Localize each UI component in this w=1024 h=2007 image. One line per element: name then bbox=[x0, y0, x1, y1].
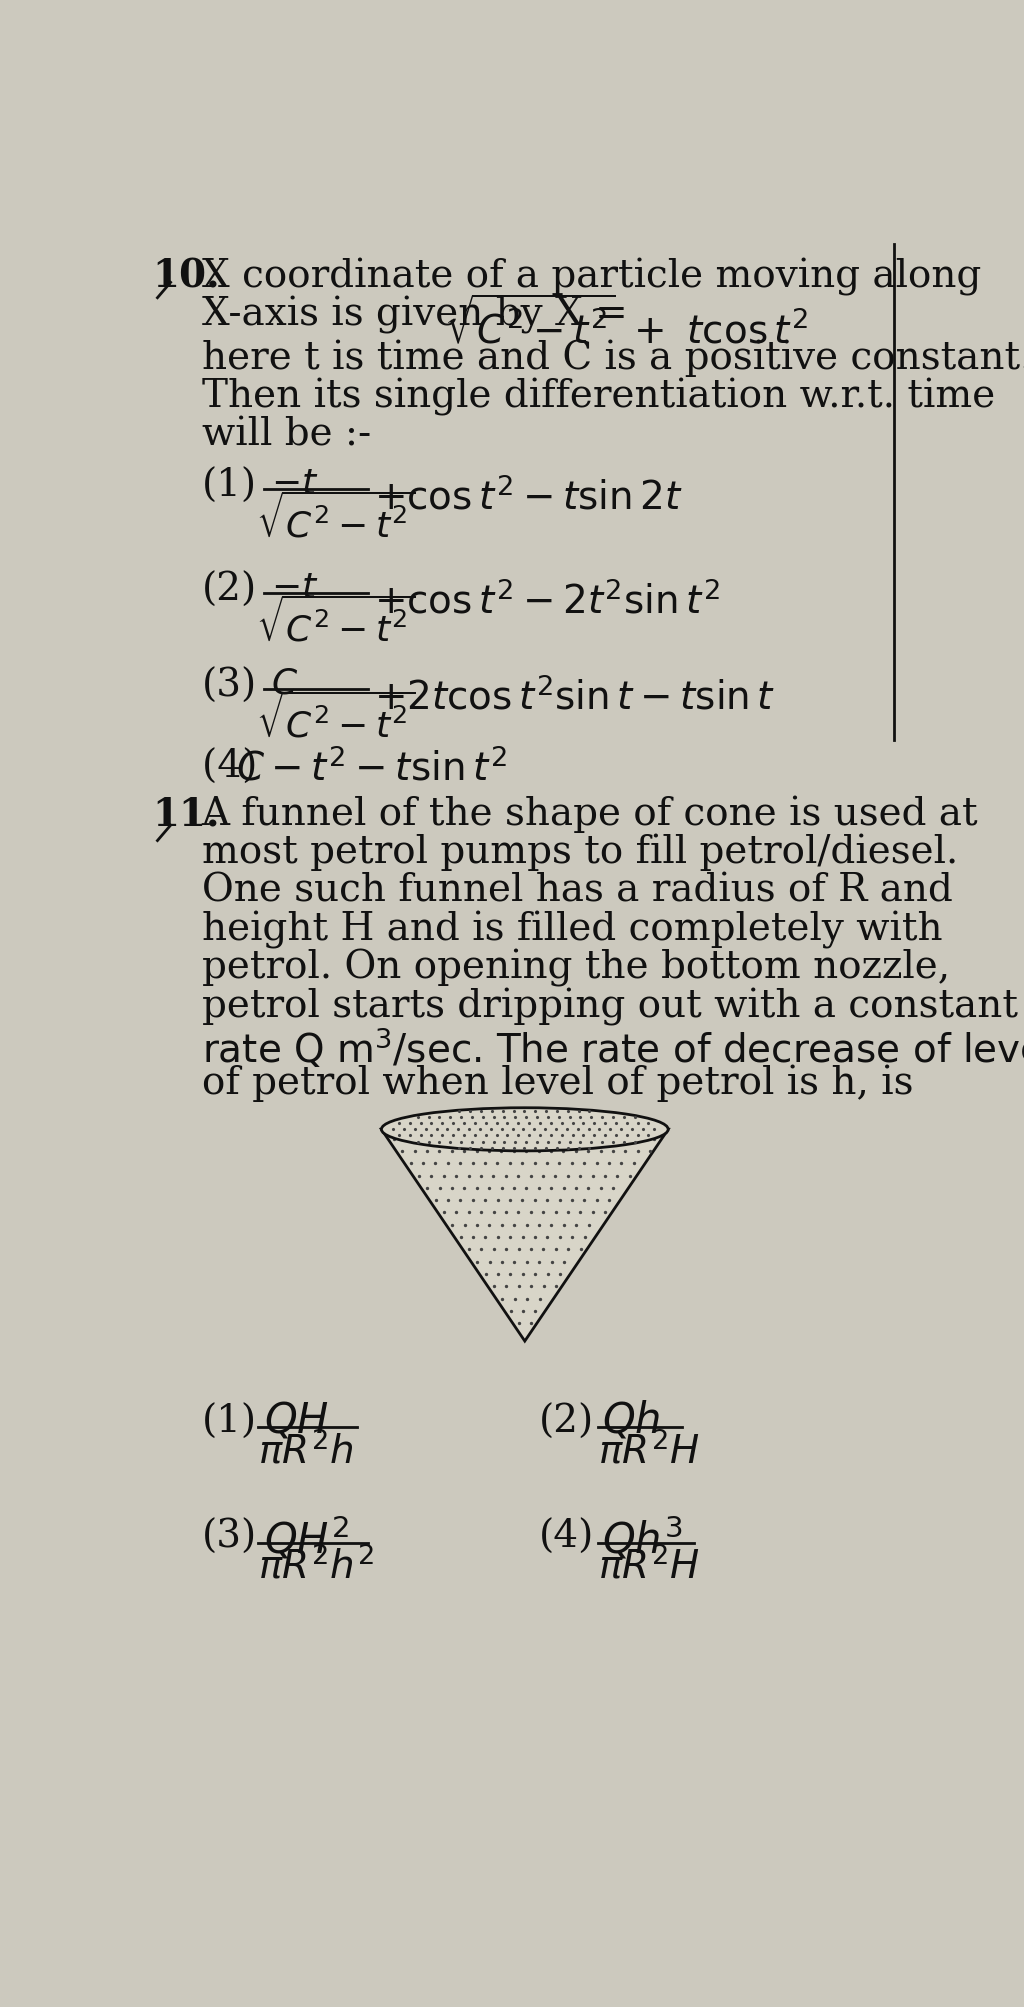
Text: $\pi R^2h^2$: $\pi R^2h^2$ bbox=[258, 1545, 374, 1586]
Text: 11.: 11. bbox=[153, 795, 220, 833]
Text: (3): (3) bbox=[202, 668, 257, 704]
Text: $+2t\cos t^2\sin t-t\sin t$: $+2t\cos t^2\sin t-t\sin t$ bbox=[375, 676, 775, 716]
Text: most petrol pumps to fill petrol/diesel.: most petrol pumps to fill petrol/diesel. bbox=[202, 833, 957, 871]
Text: $C - t^2 - t\sin t^2$: $C - t^2 - t\sin t^2$ bbox=[237, 749, 507, 789]
Text: (4): (4) bbox=[539, 1519, 594, 1555]
Text: $-t$: $-t$ bbox=[271, 570, 318, 604]
Text: $C$: $C$ bbox=[271, 666, 298, 700]
Text: $+\cos t^2-t\sin 2t$: $+\cos t^2-t\sin 2t$ bbox=[375, 478, 683, 516]
Text: $\pi R^2H$: $\pi R^2H$ bbox=[598, 1431, 699, 1471]
Text: Then its single differentiation w.r.t. time: Then its single differentiation w.r.t. t… bbox=[202, 377, 995, 415]
Text: $\sqrt{C^2-t^2}$: $\sqrt{C^2-t^2}$ bbox=[256, 692, 415, 745]
Text: $\pi R^2H$: $\pi R^2H$ bbox=[598, 1545, 699, 1586]
Text: $\sqrt{C^2-t^2}$: $\sqrt{C^2-t^2}$ bbox=[256, 492, 415, 544]
Text: of petrol when level of petrol is h, is: of petrol when level of petrol is h, is bbox=[202, 1064, 913, 1102]
Text: 10.: 10. bbox=[153, 257, 220, 295]
Text: (2): (2) bbox=[539, 1403, 594, 1439]
Text: $+\cos t^2-2t^2\sin t^2$: $+\cos t^2-2t^2\sin t^2$ bbox=[375, 580, 720, 620]
Text: height H and is filled completely with: height H and is filled completely with bbox=[202, 911, 942, 949]
Ellipse shape bbox=[381, 1108, 669, 1152]
Text: $\pi R^2h$: $\pi R^2h$ bbox=[258, 1431, 354, 1471]
Text: $\sqrt{C^2-t^2}$: $\sqrt{C^2-t^2}$ bbox=[256, 596, 415, 648]
Text: will be :-: will be :- bbox=[202, 415, 371, 454]
Text: (1): (1) bbox=[202, 1403, 257, 1439]
Text: X coordinate of a particle moving along: X coordinate of a particle moving along bbox=[202, 257, 981, 295]
Text: petrol starts dripping out with a constant: petrol starts dripping out with a consta… bbox=[202, 987, 1018, 1026]
Text: $Qh^3$: $Qh^3$ bbox=[602, 1515, 683, 1561]
Text: $-t$: $-t$ bbox=[271, 466, 318, 500]
Text: (3): (3) bbox=[202, 1519, 257, 1555]
Text: (1): (1) bbox=[202, 468, 257, 506]
Text: One such funnel has a radius of R and: One such funnel has a radius of R and bbox=[202, 871, 952, 909]
Text: $Qh$: $Qh$ bbox=[602, 1399, 660, 1441]
Text: (2): (2) bbox=[202, 572, 257, 608]
Text: A funnel of the shape of cone is used at: A funnel of the shape of cone is used at bbox=[202, 795, 978, 833]
Text: $QH$: $QH$ bbox=[263, 1399, 329, 1441]
Text: rate Q m$^3$/sec. The rate of decrease of level: rate Q m$^3$/sec. The rate of decrease o… bbox=[202, 1026, 1024, 1070]
Polygon shape bbox=[381, 1130, 669, 1341]
Text: $\sqrt{C^2-t^2}$$\ +\ t\cos t^2$: $\sqrt{C^2-t^2}$$\ +\ t\cos t^2$ bbox=[444, 297, 808, 351]
Text: here t is time and C is a positive constant.: here t is time and C is a positive const… bbox=[202, 339, 1024, 377]
Text: X-axis is given by X =: X-axis is given by X = bbox=[202, 297, 640, 335]
Text: (4): (4) bbox=[202, 749, 269, 787]
Text: petrol. On opening the bottom nozzle,: petrol. On opening the bottom nozzle, bbox=[202, 949, 949, 987]
Text: $QH^2$: $QH^2$ bbox=[263, 1515, 348, 1561]
